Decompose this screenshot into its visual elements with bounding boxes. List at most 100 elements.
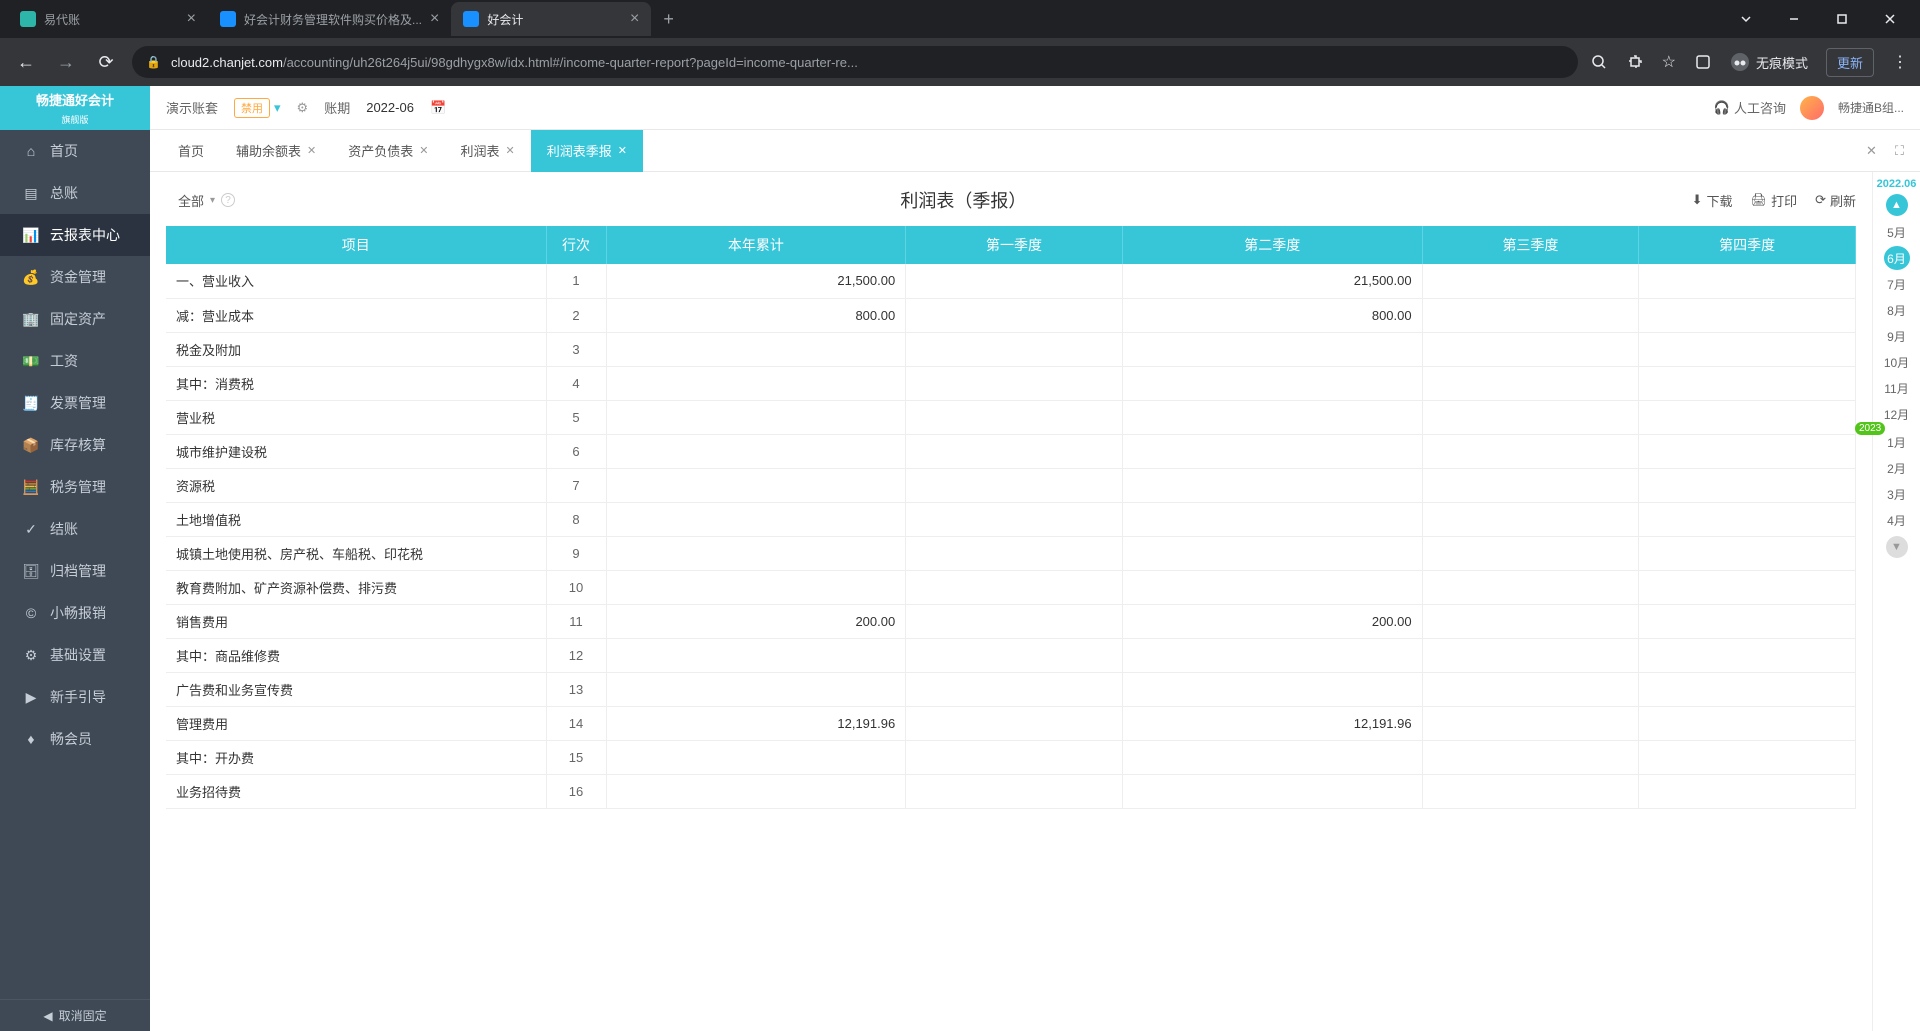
tab-close-icon[interactable]: ✕ (506, 144, 515, 157)
table-row[interactable]: 广告费和业务宣传费13 (166, 672, 1856, 706)
table-row[interactable]: 管理费用1412,191.9612,191.96 (166, 706, 1856, 740)
table-column-header[interactable]: 第三季度 (1422, 226, 1639, 264)
app-logo[interactable]: 畅捷通好会计 旗舰版 (0, 86, 150, 130)
profile-icon[interactable] (1694, 53, 1712, 71)
update-button[interactable]: 更新 (1826, 48, 1874, 77)
sidebar-item-archive[interactable]: 🗄归档管理 (0, 550, 150, 592)
user-name[interactable]: 畅捷通B组... (1838, 99, 1904, 116)
tab-close-icon[interactable]: × (430, 10, 439, 28)
table-row[interactable]: 税金及附加3 (166, 332, 1856, 366)
table-column-header[interactable]: 第四季度 (1639, 226, 1856, 264)
sidebar-item-guide[interactable]: ▶新手引导 (0, 676, 150, 718)
chevron-down-icon[interactable]: ▾ (274, 100, 281, 116)
month-button[interactable]: 5月 (1884, 220, 1910, 244)
tab-close-icon[interactable]: ✕ (307, 144, 316, 157)
month-button[interactable]: 11月 (1884, 376, 1910, 400)
minimize-button[interactable] (1772, 4, 1816, 34)
sidebar-item-report[interactable]: 📊云报表中心 (0, 214, 150, 256)
maximize-button[interactable] (1820, 4, 1864, 34)
tab-close-icon[interactable]: × (187, 10, 196, 28)
period-value[interactable]: 2022-06 (366, 100, 414, 115)
table-row[interactable]: 城市维护建设税6 (166, 434, 1856, 468)
help-icon[interactable]: ? (221, 193, 235, 207)
bookmark-icon[interactable]: ☆ (1662, 52, 1676, 72)
fullscreen-button[interactable]: ⛶ (1891, 139, 1908, 163)
extensions-icon[interactable] (1626, 53, 1644, 71)
month-button[interactable]: 6月 (1884, 246, 1910, 270)
month-button[interactable]: 2月 (1884, 456, 1910, 480)
browser-tab[interactable]: 易代账× (8, 2, 208, 36)
page-tab[interactable]: 辅助余额表✕ (220, 130, 332, 172)
table-row[interactable]: 营业税5 (166, 400, 1856, 434)
month-button[interactable]: 12月 (1884, 402, 1910, 426)
table-row[interactable]: 城镇土地使用税、房产税、车船税、印花税9 (166, 536, 1856, 570)
sidebar-item-settings[interactable]: ⚙基础设置 (0, 634, 150, 676)
calendar-icon[interactable]: 📅 (430, 100, 446, 116)
table-row[interactable]: 其中：开办费15 (166, 740, 1856, 774)
close-window-button[interactable] (1868, 4, 1912, 34)
table-row[interactable]: 土地增值税8 (166, 502, 1856, 536)
download-button[interactable]: ⬇下载 (1692, 191, 1733, 210)
new-tab-button[interactable]: + (651, 9, 686, 30)
account-set-selector[interactable]: 演示账套 (166, 98, 218, 117)
report-table-wrap[interactable]: 项目行次本年累计第一季度第二季度第三季度第四季度 一、营业收入121,500.0… (166, 226, 1856, 1021)
scroll-up-button[interactable]: ▲ (1886, 194, 1908, 216)
month-button[interactable]: 9月 (1884, 324, 1910, 348)
sidebar-item-fund[interactable]: 💰资金管理 (0, 256, 150, 298)
sidebar-item-close[interactable]: ✓结账 (0, 508, 150, 550)
filter-dropdown[interactable]: 全部 ▾ ? (166, 191, 235, 210)
scroll-down-button[interactable]: ▼ (1886, 536, 1908, 558)
table-row[interactable]: 业务招待费16 (166, 774, 1856, 808)
close-all-tabs-button[interactable]: ✕ (1862, 139, 1881, 163)
sidebar-item-invoice[interactable]: 🧾发票管理 (0, 382, 150, 424)
zoom-icon[interactable] (1590, 53, 1608, 71)
user-avatar[interactable] (1800, 96, 1824, 120)
table-column-header[interactable]: 本年累计 (606, 226, 906, 264)
table-column-header[interactable]: 行次 (546, 226, 606, 264)
month-button[interactable]: 8月 (1884, 298, 1910, 322)
page-tab[interactable]: 利润表✕ (444, 130, 530, 172)
table-row[interactable]: 其中：消费税4 (166, 366, 1856, 400)
table-column-header[interactable]: 项目 (166, 226, 546, 264)
month-button[interactable]: 10月 (1884, 350, 1910, 374)
browser-tab[interactable]: 好会计财务管理软件购买价格及...× (208, 2, 451, 36)
refresh-button[interactable]: ⟳刷新 (1815, 191, 1856, 210)
table-row[interactable]: 其中：商品维修费12 (166, 638, 1856, 672)
page-tab[interactable]: 资产负债表✕ (332, 130, 444, 172)
table-column-header[interactable]: 第二季度 (1122, 226, 1422, 264)
print-button[interactable]: 🖨打印 (1751, 191, 1798, 210)
sidebar-item-asset[interactable]: 🏢固定资产 (0, 298, 150, 340)
gear-icon[interactable]: ⚙ (297, 100, 309, 116)
month-button[interactable]: 3月 (1884, 482, 1910, 506)
unpin-sidebar-button[interactable]: ◀ 取消固定 (0, 999, 150, 1031)
tab-close-icon[interactable]: ✕ (618, 144, 627, 157)
sidebar-item-home[interactable]: ⌂首页 (0, 130, 150, 172)
menu-icon[interactable]: ⋮ (1892, 52, 1908, 72)
month-button[interactable]: 7月 (1884, 272, 1910, 296)
month-button[interactable]: 4月 (1884, 508, 1910, 532)
page-tab[interactable]: 首页 (162, 130, 220, 172)
table-row[interactable]: 资源税7 (166, 468, 1856, 502)
forward-button[interactable]: → (52, 52, 80, 73)
table-row[interactable]: 教育费附加、矿产资源补偿费、排污费10 (166, 570, 1856, 604)
sidebar-item-tax[interactable]: 🧮税务管理 (0, 466, 150, 508)
table-column-header[interactable]: 第一季度 (906, 226, 1123, 264)
sidebar-item-member[interactable]: ♦畅会员 (0, 718, 150, 760)
table-row[interactable]: 减：营业成本2800.00800.00 (166, 298, 1856, 332)
sidebar-item-inventory[interactable]: 📦库存核算 (0, 424, 150, 466)
browser-tab[interactable]: 好会计× (451, 2, 651, 36)
sidebar-item-expense[interactable]: ©小畅报销 (0, 592, 150, 634)
chevron-down-icon[interactable] (1724, 4, 1768, 34)
sidebar-item-salary[interactable]: 💵工资 (0, 340, 150, 382)
table-row[interactable]: 销售费用11200.00200.00 (166, 604, 1856, 638)
tab-close-icon[interactable]: × (630, 10, 639, 28)
month-button[interactable]: 1月 (1884, 430, 1910, 454)
consult-button[interactable]: 🎧 人工咨询 (1714, 98, 1786, 117)
back-button[interactable]: ← (12, 52, 40, 73)
page-tab[interactable]: 利润表季报✕ (531, 130, 643, 172)
table-row[interactable]: 一、营业收入121,500.0021,500.00 (166, 264, 1856, 298)
tab-close-icon[interactable]: ✕ (419, 144, 428, 157)
sidebar-item-ledger[interactable]: ▤总账 (0, 172, 150, 214)
reload-button[interactable]: ⟳ (92, 52, 120, 73)
url-input[interactable]: 🔒 cloud2.chanjet.com/accounting/uh26t264… (132, 46, 1578, 78)
